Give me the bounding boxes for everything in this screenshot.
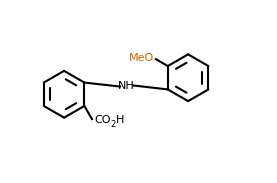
Text: MeO: MeO	[129, 53, 154, 63]
Text: NH: NH	[118, 81, 135, 91]
Text: H: H	[116, 115, 125, 125]
Text: CO: CO	[94, 115, 111, 125]
Text: 2: 2	[110, 119, 116, 128]
